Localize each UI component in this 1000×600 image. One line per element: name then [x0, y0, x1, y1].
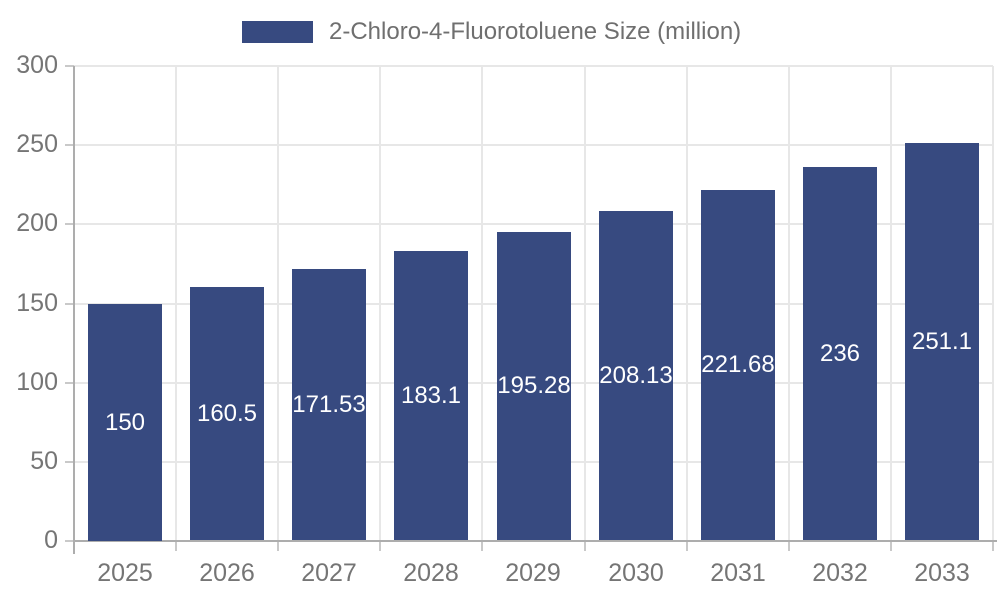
bar-value-label: 150 [104, 408, 146, 436]
bar-value-label: 221.68 [701, 351, 775, 378]
x-gridline [379, 66, 381, 541]
x-axis-tick [277, 542, 279, 551]
y-axis-tick-label: 150 [16, 289, 58, 317]
bar-value-label: 208.13 [599, 361, 673, 389]
legend-label: 2-Chloro-4-Fluorotoluene Size (million) [329, 18, 742, 45]
bar-value-label: 183.1 [400, 381, 462, 409]
bar-2031[interactable]: 221.68 [701, 190, 775, 540]
y-axis-tick-label: 250 [16, 130, 58, 158]
y-axis-tick [65, 303, 74, 305]
x-axis-tick-label: 2030 [608, 559, 664, 587]
bar-2030[interactable]: 208.13 [599, 211, 673, 540]
bar-value-label: 251.1 [911, 327, 973, 355]
x-axis-tick-label: 2031 [710, 559, 766, 587]
x-axis-tick-label: 2028 [403, 559, 459, 587]
bar-2028[interactable]: 183.1 [394, 251, 468, 540]
y-axis-tick [65, 65, 74, 67]
x-axis-tick [175, 542, 177, 551]
x-gridline [686, 66, 688, 541]
x-axis-tick [788, 542, 790, 551]
y-axis-tick-label: 0 [44, 526, 58, 554]
bar-value-label: 171.53 [292, 390, 366, 418]
x-gridline [992, 66, 994, 541]
legend[interactable]: 2-Chloro-4-Fluorotoluene Size (million) [242, 18, 741, 46]
y-axis-tick-label: 300 [16, 51, 58, 79]
bar-value-label: 160.5 [196, 399, 258, 427]
bar-value-label: 195.28 [497, 372, 571, 399]
y-axis-tick-label: 200 [16, 209, 58, 237]
y-gridline [74, 65, 993, 67]
bar-2027[interactable]: 171.53 [292, 269, 366, 540]
bar-2026[interactable]: 160.5 [190, 287, 264, 540]
y-gridline [74, 144, 993, 146]
x-gridline [584, 66, 586, 541]
legend-swatch [242, 21, 313, 43]
x-gridline [175, 66, 177, 541]
x-axis-tick [481, 542, 483, 551]
y-axis-tick [65, 223, 74, 225]
x-gridline [788, 66, 790, 541]
x-axis-tick-label: 2032 [812, 559, 868, 587]
x-axis-tick-label: 2027 [301, 559, 357, 587]
bar-value-label: 236 [819, 339, 861, 367]
y-axis-tick-label: 100 [16, 368, 58, 396]
y-axis-tick [65, 540, 74, 542]
y-axis-tick [65, 144, 74, 146]
x-gridline [890, 66, 892, 541]
x-axis-tick-label: 2026 [199, 559, 255, 587]
y-axis-tick [65, 461, 74, 463]
x-axis-tick [686, 542, 688, 551]
x-gridline [481, 66, 483, 541]
x-gridline [277, 66, 279, 541]
x-axis-tick-label: 2033 [914, 559, 970, 587]
y-axis-tick [65, 382, 74, 384]
x-axis-tick [992, 542, 994, 551]
bar-2033[interactable]: 251.1 [905, 143, 979, 540]
bar-2029[interactable]: 195.28 [497, 232, 571, 540]
x-axis-tick [584, 542, 586, 551]
bar-2025[interactable]: 150 [88, 304, 162, 541]
y-axis-tick-label: 50 [30, 447, 58, 475]
x-axis-tick-label: 2029 [505, 559, 561, 587]
x-axis-tick [890, 542, 892, 551]
y-axis-line [73, 66, 75, 554]
x-axis-tick [379, 542, 381, 551]
bar-2032[interactable]: 236 [803, 167, 877, 540]
x-axis-tick-label: 2025 [97, 559, 153, 587]
x-axis-line [74, 540, 997, 542]
